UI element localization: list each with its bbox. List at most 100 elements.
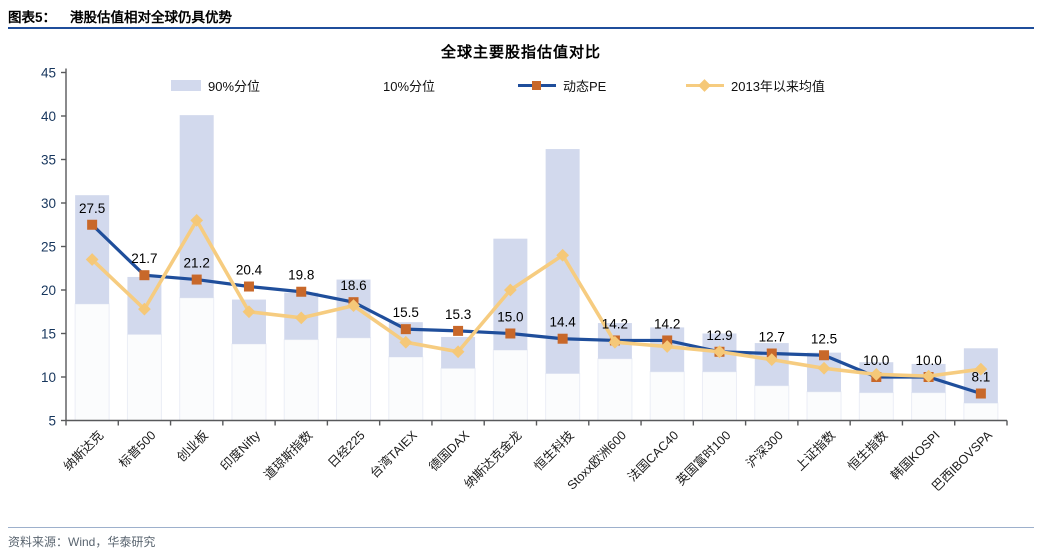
under-bar bbox=[963, 402, 999, 422]
pe-value-label: 21.2 bbox=[184, 256, 210, 271]
pe-value-label: 14.2 bbox=[654, 316, 680, 331]
x-category-label: 上证指数 bbox=[792, 427, 838, 473]
pe-value-label: 10.0 bbox=[863, 353, 889, 368]
y-tick-label: 20 bbox=[41, 283, 56, 298]
pe-square-marker bbox=[191, 274, 202, 285]
under-bar bbox=[806, 391, 842, 422]
mean-diamond-marker bbox=[399, 335, 413, 349]
x-category-label: 印度Nifty bbox=[217, 427, 263, 473]
pe-value-label: 27.5 bbox=[79, 201, 105, 216]
mean-diamond-marker bbox=[294, 311, 308, 325]
pe-line-swatch bbox=[518, 80, 556, 91]
y-tick-label: 45 bbox=[41, 66, 56, 81]
y-tick-label: 25 bbox=[41, 240, 56, 255]
pe-value-label: 12.9 bbox=[706, 328, 732, 343]
x-category-label: 恒生指数 bbox=[844, 427, 890, 473]
legend-item-p90: 90%分位 bbox=[171, 77, 261, 94]
figure-header: 图表5： 港股估值相对全球仍具优势 bbox=[8, 6, 232, 26]
mean-line bbox=[90, 218, 982, 378]
y-tick-label: 10 bbox=[41, 370, 56, 385]
pe-square-marker bbox=[296, 286, 307, 297]
x-category-label: 沪深300 bbox=[744, 428, 786, 470]
data-labels-group: 27.5 21.7 21.2 20.4 19.8 18.6 15.5 15.3 15.0 14.4… bbox=[79, 201, 990, 385]
x-category-label: 道琼斯指数 bbox=[261, 427, 316, 482]
footer-rule bbox=[8, 527, 1034, 528]
under-bar bbox=[492, 349, 528, 421]
pe-value-label: 12.5 bbox=[811, 331, 837, 346]
pe-square-marker bbox=[819, 350, 830, 361]
under-bar bbox=[74, 303, 110, 422]
mean-diamond-marker bbox=[347, 299, 360, 313]
x-category-label: 日经225 bbox=[325, 428, 367, 470]
x-category-label: 标普500 bbox=[116, 428, 158, 470]
mean-diamond-marker bbox=[503, 283, 517, 297]
pe-value-label: 14.2 bbox=[602, 316, 628, 331]
mean-line-swatch bbox=[686, 78, 724, 92]
p90-band-swatch bbox=[171, 79, 201, 91]
pe-square-marker bbox=[505, 328, 516, 339]
legend-item-pe: 动态PE bbox=[518, 77, 607, 94]
legend-label-pe: 动态PE bbox=[563, 78, 607, 94]
under-bar bbox=[283, 339, 319, 421]
pe-value-label: 15.5 bbox=[393, 305, 419, 320]
y-tick-label: 15 bbox=[41, 327, 56, 342]
mean-diamond-marker bbox=[190, 214, 204, 227]
figure-number: 图表5： bbox=[8, 10, 57, 25]
chart-legend: 90%分位 10%分位 动态PE 2013年以来均值 bbox=[0, 77, 1042, 94]
pe-value-label: 15.0 bbox=[497, 310, 523, 325]
under-bar bbox=[911, 392, 947, 422]
under-bar bbox=[388, 356, 424, 421]
pe-value-label: 20.4 bbox=[236, 263, 263, 278]
under-bar bbox=[126, 333, 162, 421]
x-category-label: 创业板 bbox=[174, 428, 211, 465]
under-bar bbox=[440, 367, 476, 421]
percentile-band-bar bbox=[179, 115, 214, 298]
y-tick-label: 40 bbox=[41, 109, 56, 124]
under-bar bbox=[597, 358, 633, 422]
x-category-label: 台湾TAIEX bbox=[367, 427, 421, 481]
p10-blank-swatch bbox=[346, 80, 376, 91]
under-bar bbox=[858, 392, 894, 422]
x-category-label: 恒生科技 bbox=[531, 428, 577, 474]
pe-value-label: 19.8 bbox=[288, 268, 314, 283]
chart-title: 全球主要股指估值对比 bbox=[440, 44, 601, 61]
underbars-group bbox=[74, 297, 999, 422]
mean-diamond-marker-icon bbox=[698, 78, 711, 92]
legend-label-mean: 2013年以来均值 bbox=[731, 78, 825, 94]
x-category-label: 韩国KOSPI bbox=[887, 428, 942, 483]
pe-square-marker-icon bbox=[532, 80, 541, 90]
pe-value-label: 21.7 bbox=[131, 251, 157, 266]
under-bar bbox=[231, 343, 267, 421]
header-rule bbox=[8, 27, 1034, 29]
pe-value-label: 15.3 bbox=[445, 307, 471, 322]
percentile-band-bar bbox=[75, 195, 110, 304]
mean-diamond-marker bbox=[242, 305, 256, 319]
pe-value-label: 8.1 bbox=[971, 370, 990, 385]
under-bar bbox=[649, 371, 685, 421]
x-category-label: 法国CAC40 bbox=[625, 428, 681, 484]
under-bar bbox=[179, 297, 215, 421]
under-bar bbox=[336, 337, 372, 422]
pe-value-label: 10.0 bbox=[915, 353, 941, 368]
pe-line bbox=[91, 223, 982, 396]
legend-item-mean: 2013年以来均值 bbox=[686, 77, 825, 94]
pe-square-marker bbox=[975, 388, 986, 399]
pe-square-marker bbox=[557, 333, 568, 344]
pe-square-marker bbox=[243, 281, 254, 292]
legend-label-p90: 90%分位 bbox=[208, 78, 261, 94]
y-tick-label: 5 bbox=[48, 414, 56, 429]
mean-series-group bbox=[85, 214, 988, 383]
x-category-label: 德国DAX bbox=[426, 427, 473, 474]
pe-square-marker bbox=[87, 219, 98, 230]
y-tick-label: 30 bbox=[41, 196, 56, 211]
pe-square-marker bbox=[139, 270, 150, 281]
x-category-label: 纳斯达克 bbox=[61, 428, 106, 473]
pe-value-label: 18.6 bbox=[340, 278, 366, 293]
under-bar bbox=[754, 385, 790, 422]
figure-title: 港股估值相对全球仍具优势 bbox=[70, 10, 233, 25]
x-category-label: 英国富时100 bbox=[673, 427, 734, 488]
mean-diamond-marker bbox=[138, 302, 151, 316]
